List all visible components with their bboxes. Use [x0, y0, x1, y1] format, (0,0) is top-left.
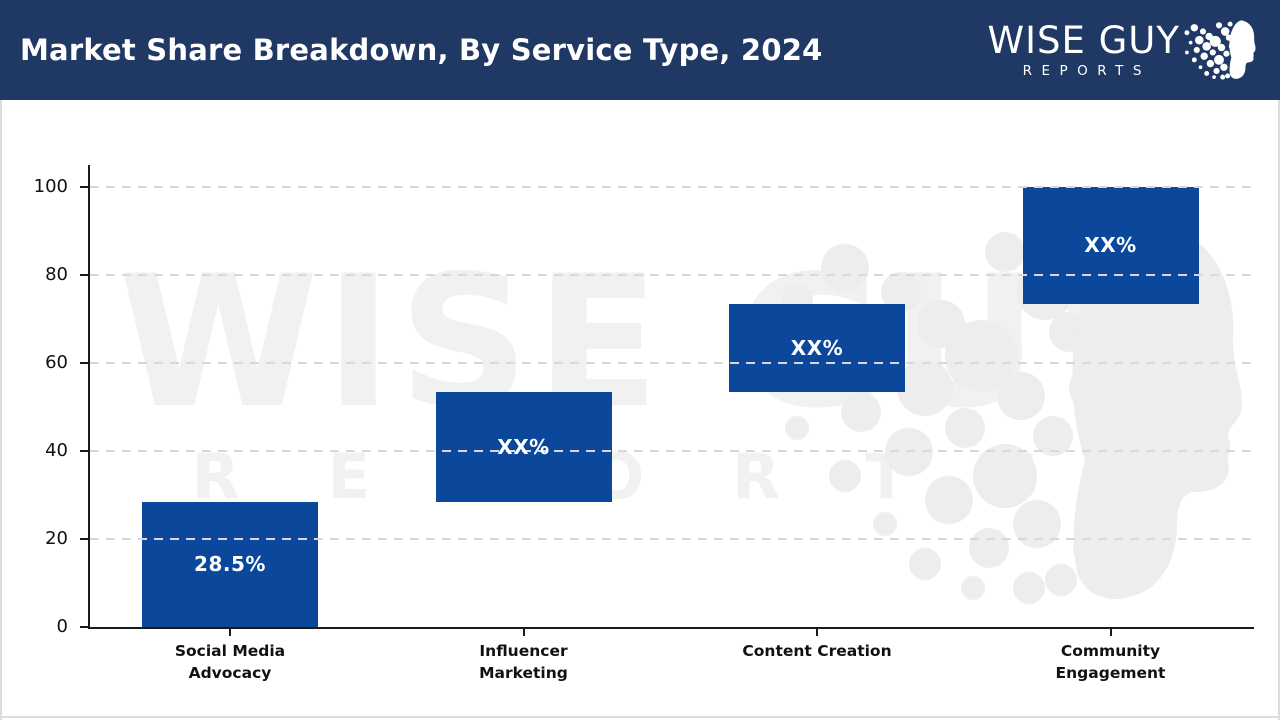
- y-axis-spine: [88, 165, 90, 629]
- gridline: [90, 538, 1254, 540]
- category-label: Community Engagement: [1055, 642, 1166, 682]
- header-bar: Market Share Breakdown, By Service Type,…: [0, 0, 1280, 100]
- logo-head-icon: [1184, 20, 1256, 80]
- x-axis-spine: [88, 627, 1254, 629]
- bar-segment: [142, 501, 318, 627]
- x-tick-mark: [522, 629, 525, 636]
- x-tick-mark: [816, 629, 818, 636]
- logo-subtext: REPORTS: [1022, 62, 1151, 79]
- wise-guy-logo: WISE GUY REPORTS: [988, 6, 1256, 94]
- y-tick-label: 60: [45, 352, 68, 373]
- bar-segment: [729, 303, 905, 392]
- gridline: [90, 186, 1254, 188]
- gridline: [90, 450, 1254, 452]
- y-tick-mark: [80, 450, 88, 452]
- page-title: Market Share Breakdown, By Service Type,…: [20, 33, 823, 67]
- bar-value-label: XX%: [790, 335, 844, 360]
- category-label: Influencer Marketing: [479, 642, 568, 682]
- y-tick-label: 40: [45, 440, 68, 461]
- logo-wordmark: WISE GUY: [987, 18, 1180, 62]
- y-tick-label: 20: [45, 528, 68, 549]
- card-border-left: [0, 100, 2, 720]
- bar-value-label: XX%: [497, 434, 550, 459]
- card-border-right: [1278, 100, 1280, 720]
- y-tick-mark: [80, 626, 88, 628]
- y-tick-mark: [80, 186, 88, 188]
- bar-value-label: 28.5%: [194, 552, 266, 577]
- x-tick-mark: [1109, 629, 1112, 636]
- gridline: [90, 362, 1254, 364]
- bar-segment: [1022, 187, 1199, 304]
- y-tick-label: 80: [45, 264, 68, 285]
- y-tick-label: 0: [56, 616, 68, 637]
- x-tick-mark: [229, 629, 231, 636]
- gridline: [90, 274, 1254, 276]
- y-tick-mark: [80, 362, 88, 364]
- bar-value-label: XX%: [1084, 233, 1137, 258]
- bar-segment: [435, 391, 612, 502]
- y-tick-mark: [80, 538, 88, 540]
- category-label: Social Media Advocacy: [174, 642, 286, 682]
- logo-text: WISE GUY REPORTS: [988, 22, 1180, 79]
- y-tick-label: 100: [33, 176, 68, 197]
- card-border-bottom: [0, 716, 1280, 718]
- y-tick-mark: [80, 274, 88, 276]
- category-label: Content Creation: [742, 642, 892, 660]
